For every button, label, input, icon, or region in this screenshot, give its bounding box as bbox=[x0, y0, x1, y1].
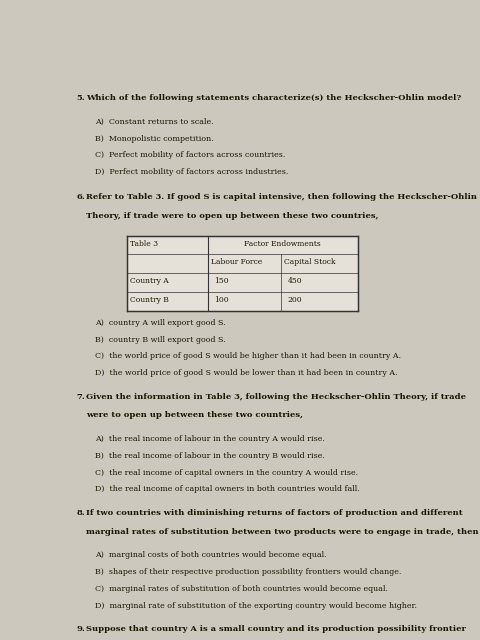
Text: A)  Constant returns to scale.: A) Constant returns to scale. bbox=[96, 118, 214, 126]
Text: C)  Perfect mobility of factors across countries.: C) Perfect mobility of factors across co… bbox=[96, 151, 286, 159]
Text: B)  the real income of labour in the country B would rise.: B) the real income of labour in the coun… bbox=[96, 452, 325, 460]
Text: C)  marginal rates of substitution of both countries would become equal.: C) marginal rates of substitution of bot… bbox=[96, 585, 388, 593]
Text: Table 3: Table 3 bbox=[130, 239, 158, 248]
Text: C)  the real income of capital owners in the country A would rise.: C) the real income of capital owners in … bbox=[96, 468, 359, 477]
Text: A)  the real income of labour in the country A would rise.: A) the real income of labour in the coun… bbox=[96, 435, 325, 443]
Text: Country B: Country B bbox=[130, 296, 169, 304]
Text: Which of the following statements characterize(s) the Heckscher-Ohlin model?: Which of the following statements charac… bbox=[86, 94, 461, 102]
Text: B)  shapes of their respective production possibility frontiers would change.: B) shapes of their respective production… bbox=[96, 568, 402, 576]
Text: 450: 450 bbox=[288, 277, 302, 285]
Text: 5.: 5. bbox=[77, 94, 85, 102]
Text: B)  country B will export good S.: B) country B will export good S. bbox=[96, 336, 226, 344]
Text: Country A: Country A bbox=[130, 277, 168, 285]
Text: A)  marginal costs of both countries would become equal.: A) marginal costs of both countries woul… bbox=[96, 552, 327, 559]
Text: D)  the world price of good S would be lower than it had been in country A.: D) the world price of good S would be lo… bbox=[96, 369, 398, 377]
Text: 6.: 6. bbox=[77, 193, 85, 201]
Text: B)  Monopolistic competition.: B) Monopolistic competition. bbox=[96, 134, 214, 143]
Text: Theory, if trade were to open up between these two countries,: Theory, if trade were to open up between… bbox=[86, 212, 379, 220]
Text: Labour Force: Labour Force bbox=[211, 259, 262, 266]
Text: D)  marginal rate of substitution of the exporting country would become higher.: D) marginal rate of substitution of the … bbox=[96, 602, 417, 610]
Bar bbox=[127, 236, 358, 310]
Text: 100: 100 bbox=[214, 296, 228, 304]
Text: Suppose that country A is a small country and its production possibility frontie: Suppose that country A is a small countr… bbox=[86, 625, 466, 633]
Text: A)  country A will export good S.: A) country A will export good S. bbox=[96, 319, 226, 327]
Text: D)  the real income of capital owners in both countries would fall.: D) the real income of capital owners in … bbox=[96, 485, 360, 493]
Text: 150: 150 bbox=[214, 277, 228, 285]
Text: C)  the world price of good S would be higher than it had been in country A.: C) the world price of good S would be hi… bbox=[96, 353, 401, 360]
Text: 200: 200 bbox=[288, 296, 302, 304]
Text: If two countries with diminishing returns of factors of production and different: If two countries with diminishing return… bbox=[86, 509, 463, 517]
Text: marginal rates of substitution between two products were to engage in trade, the: marginal rates of substitution between t… bbox=[86, 527, 479, 536]
Text: D)  Perfect mobility of factors across industries.: D) Perfect mobility of factors across in… bbox=[96, 168, 288, 176]
Text: Given the information in Table 3, following the Heckscher-Ohlin Theory, if trade: Given the information in Table 3, follow… bbox=[86, 393, 466, 401]
Text: Capital Stock: Capital Stock bbox=[285, 259, 336, 266]
Text: 8.: 8. bbox=[77, 509, 85, 517]
Text: 9.: 9. bbox=[77, 625, 85, 633]
Text: were to open up between these two countries,: were to open up between these two countr… bbox=[86, 412, 303, 419]
Text: 7.: 7. bbox=[77, 393, 85, 401]
Text: Refer to Table 3. If good S is capital intensive, then following the Heckscher-O: Refer to Table 3. If good S is capital i… bbox=[86, 193, 477, 201]
Text: Factor Endowments: Factor Endowments bbox=[244, 239, 321, 248]
